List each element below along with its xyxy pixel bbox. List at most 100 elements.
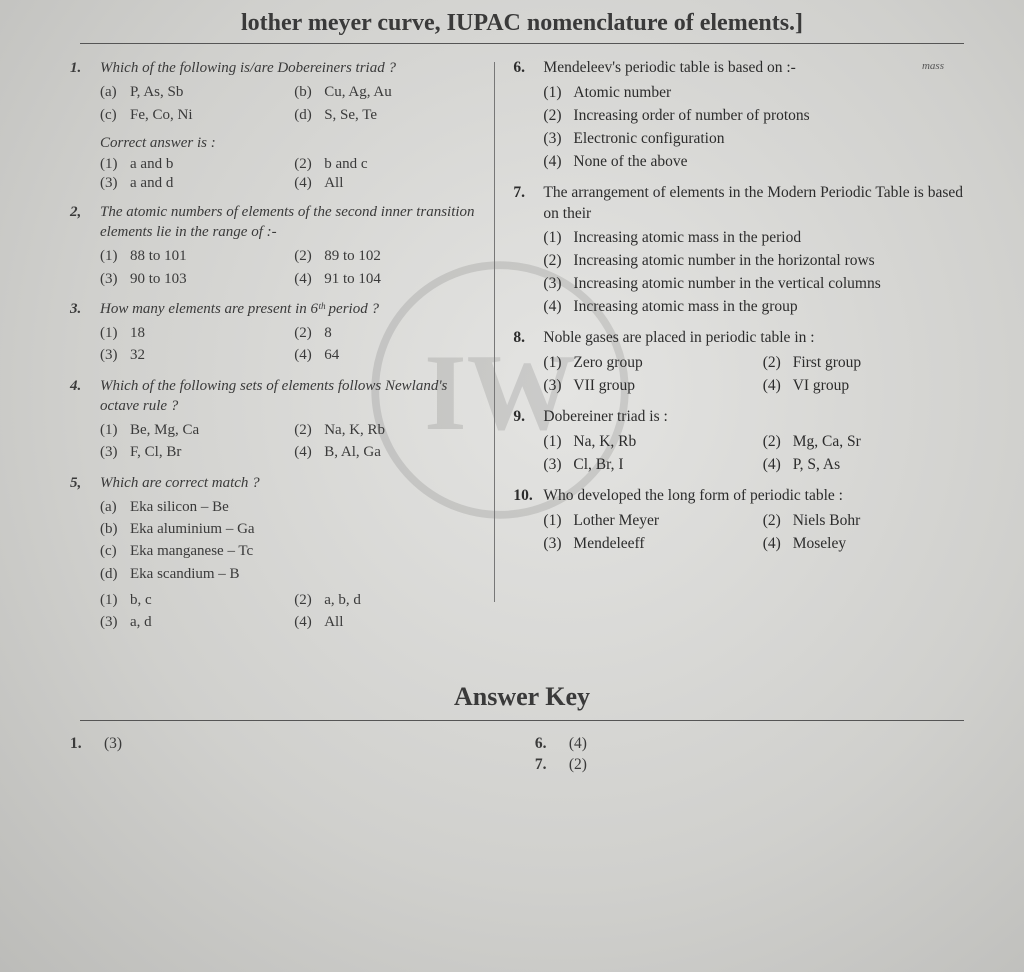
answer-key-underline [80, 720, 964, 721]
question-text: Which of the following sets of elements … [100, 376, 480, 417]
opt-2: (2)Mg, Ca, Sr [763, 432, 974, 453]
question-number: 8. [513, 328, 543, 397]
opt-2: (2)89 to 102 [294, 246, 480, 266]
question-text: Who developed the long form of periodic … [543, 486, 974, 507]
opt-4: (4)Moseley [763, 534, 974, 555]
answer-options: (1)Na, K, Rb (2)Mg, Ca, Sr (3)Cl, Br, I … [543, 432, 974, 476]
question-body: Dobereiner triad is : (1)Na, K, Rb (2)Mg… [543, 407, 974, 476]
question-number: 7. [513, 183, 543, 319]
answer-options: (1)a and b (2)b and c (3)a and d (4)All [100, 156, 480, 192]
opt-4: (4)All [294, 612, 480, 632]
opt-2: (2)b and c [294, 156, 480, 173]
answer-num: 6. [535, 735, 569, 753]
answer-val: (3) [104, 735, 122, 753]
question-text: Which are correct match ? [100, 473, 480, 493]
question-1: 1. Which of the following is/are Doberei… [70, 58, 480, 125]
question-body: Which of the following sets of elements … [100, 376, 480, 463]
answer-row: 1. (3) [70, 735, 495, 753]
question-columns: 1. Which of the following is/are Doberei… [70, 58, 974, 642]
question-body: Which of the following is/are Dobereiner… [100, 58, 480, 125]
opt-1: (1)Zero group [543, 353, 754, 374]
question-body: The atomic numbers of elements of the se… [100, 202, 480, 289]
answer-options: (1)Lother Meyer (2)Niels Bohr (3)Mendele… [543, 511, 974, 555]
opt-d: (d)Eka scandium – B [100, 564, 480, 584]
opt-d: (d)S, Se, Te [294, 105, 480, 125]
opt-3: (3)Cl, Br, I [543, 455, 754, 476]
opt-c: (c)Fe, Co, Ni [100, 105, 286, 125]
question-text: Which of the following is/are Dobereiner… [100, 58, 480, 78]
opt-1: (1)Be, Mg, Ca [100, 420, 286, 440]
question-3: 3. How many elements are present in 6ᵗʰ … [70, 299, 480, 366]
title-underline [80, 43, 964, 44]
question-9: 9. Dobereiner triad is : (1)Na, K, Rb (2… [513, 407, 974, 476]
opt-2: (2)Niels Bohr [763, 511, 974, 532]
opt-b: (b)Cu, Ag, Au [294, 82, 480, 102]
opt-3: (3)a and d [100, 175, 286, 192]
question-body: The arrangement of elements in the Moder… [543, 183, 974, 319]
opt-2: (2)Increasing atomic number in the horiz… [543, 251, 974, 272]
opt-2: (2)a, b, d [294, 590, 480, 610]
page-title: lother meyer curve, IUPAC nomenclature o… [70, 10, 974, 37]
question-7: 7. The arrangement of elements in the Mo… [513, 183, 974, 319]
answer-row: 7. (2) [535, 756, 974, 774]
answer-options: (1)Atomic number (2)Increasing order of … [543, 83, 974, 173]
question-number: 5, [70, 473, 100, 633]
question-number: 4. [70, 376, 100, 463]
answer-val: (2) [569, 756, 587, 774]
answer-options: (1)Be, Mg, Ca (2)Na, K, Rb (3)F, Cl, Br … [100, 420, 480, 463]
right-column: 6. Mendeleev's periodic table is based o… [495, 58, 974, 642]
answer-options: (1)b, c (2)a, b, d (3)a, d (4)All [100, 590, 480, 633]
opt-2: (2)Na, K, Rb [294, 420, 480, 440]
question-body: How many elements are present in 6ᵗʰ per… [100, 299, 480, 366]
opt-4: (4)All [294, 175, 480, 192]
correct-answer-prompt: Correct answer is : (1)a and b (2)b and … [100, 135, 480, 192]
question-text: Noble gases are placed in periodic table… [543, 328, 974, 349]
answer-options: (1)Zero group (2)First group (3)VII grou… [543, 353, 974, 397]
answer-key-right: 6. (4) 7. (2) [495, 735, 974, 777]
opt-4: (4)P, S, As [763, 455, 974, 476]
question-number: 1. [70, 58, 100, 125]
answer-key-columns: 1. (3) 6. (4) 7. (2) [70, 735, 974, 777]
question-5: 5, Which are correct match ? (a)Eka sili… [70, 473, 480, 633]
opt-2: (2)First group [763, 353, 974, 374]
opt-a: (a)Eka silicon – Be [100, 497, 480, 517]
answer-key-title: Answer Key [70, 682, 974, 712]
opt-1: (1)a and b [100, 156, 286, 173]
answer-key-left: 1. (3) [70, 735, 495, 777]
question-number: 3. [70, 299, 100, 366]
question-text: How many elements are present in 6ᵗʰ per… [100, 299, 480, 319]
opt-2: (2)8 [294, 323, 480, 343]
question-8: 8. Noble gases are placed in periodic ta… [513, 328, 974, 397]
opt-3: (3)Mendeleeff [543, 534, 754, 555]
sub-options: (a)P, As, Sb (b)Cu, Ag, Au (c)Fe, Co, Ni… [100, 82, 480, 125]
opt-1: (1)18 [100, 323, 286, 343]
opt-3: (3)F, Cl, Br [100, 442, 286, 462]
sub-options: (a)Eka silicon – Be (b)Eka aluminium – G… [100, 497, 480, 584]
opt-4: (4)64 [294, 345, 480, 365]
answer-options: (1)88 to 101 (2)89 to 102 (3)90 to 103 (… [100, 246, 480, 289]
opt-1: (1)Lother Meyer [543, 511, 754, 532]
opt-3: (3)a, d [100, 612, 286, 632]
opt-1: (1)b, c [100, 590, 286, 610]
opt-4: (4)VI group [763, 376, 974, 397]
question-text: Dobereiner triad is : [543, 407, 974, 428]
question-body: Noble gases are placed in periodic table… [543, 328, 974, 397]
opt-4: (4)91 to 104 [294, 269, 480, 289]
answer-row: 6. (4) [535, 735, 974, 753]
opt-3: (3)32 [100, 345, 286, 365]
opt-3: (3)90 to 103 [100, 269, 286, 289]
opt-4: (4)None of the above [543, 152, 974, 173]
answer-options: (1)Increasing atomic mass in the period … [543, 228, 974, 318]
left-column: 1. Which of the following is/are Doberei… [70, 58, 494, 642]
question-text: The arrangement of elements in the Moder… [543, 183, 974, 225]
opt-3: (3)Increasing atomic number in the verti… [543, 274, 974, 295]
correct-label: Correct answer is : [100, 135, 480, 152]
opt-3: (3)Electronic configuration [543, 129, 974, 150]
opt-2: (2)Increasing order of number of protons [543, 106, 974, 127]
question-number: 9. [513, 407, 543, 476]
question-6: 6. Mendeleev's periodic table is based o… [513, 58, 974, 173]
worksheet-page: IW lother meyer curve, IUPAC nomenclatur… [0, 0, 1024, 972]
opt-c: (c)Eka manganese – Tc [100, 541, 480, 561]
opt-1: (1)88 to 101 [100, 246, 286, 266]
answer-num: 7. [535, 756, 569, 774]
